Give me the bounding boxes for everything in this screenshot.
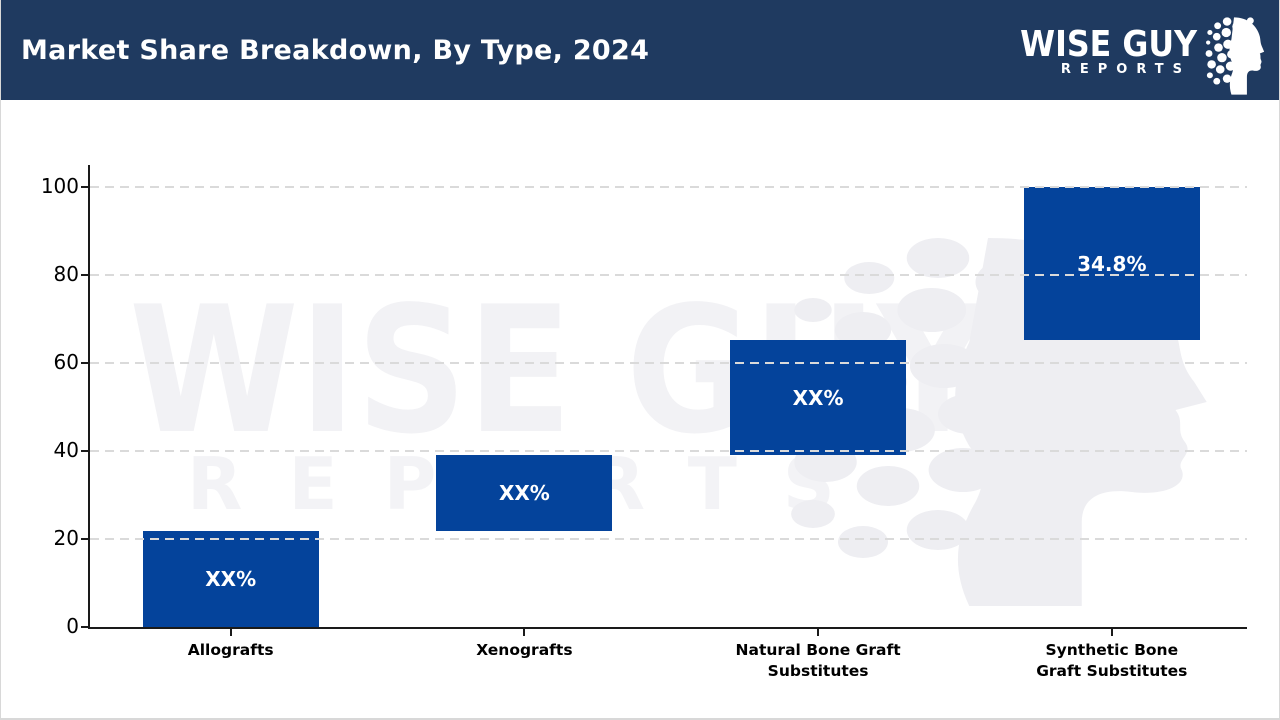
- y-tick-label: 0: [66, 614, 79, 638]
- y-tick-mark: [81, 450, 88, 452]
- x-tick-mark: [1110, 629, 1113, 636]
- y-tick-label: 20: [53, 526, 79, 550]
- x-category-label: Natural Bone Graft Substitutes: [678, 640, 958, 682]
- x-tick-mark: [817, 629, 820, 636]
- x-tick-mark: [523, 629, 526, 636]
- y-tick-mark: [81, 274, 88, 276]
- logo-head-icon: [1205, 17, 1265, 95]
- x-axis: [88, 627, 1247, 629]
- y-tick-mark: [81, 626, 88, 628]
- gridline-20: [90, 538, 1247, 540]
- gridline-60: [90, 362, 1247, 364]
- x-category-label: Synthetic Bone Graft Substitutes: [972, 640, 1252, 682]
- bar-value-label: XX%: [498, 481, 550, 505]
- x-category-label-line: Allografts: [187, 641, 274, 659]
- bar-segment: 34.8%: [1023, 187, 1200, 341]
- x-category-label-line: Natural Bone Graft: [735, 641, 901, 659]
- y-tick-label: 40: [53, 438, 79, 462]
- y-tick-label: 80: [53, 262, 79, 286]
- x-category-label-line: Substitutes: [767, 662, 869, 680]
- y-tick-mark: [81, 538, 88, 540]
- y-tick-mark: [81, 186, 88, 188]
- y-tick-mark: [81, 362, 88, 364]
- bar-value-label: XX%: [792, 385, 844, 410]
- bar-segment: XX%: [730, 340, 907, 455]
- gridline-100: [90, 186, 1247, 188]
- y-tick-label: 100: [40, 174, 79, 198]
- x-tick-mark: [229, 629, 232, 636]
- header-bar: Market Share Breakdown, By Type, 2024 WI…: [1, 0, 1279, 100]
- x-category-label-line: Synthetic Bone: [1045, 641, 1179, 659]
- logo-reports-text: REPORTS: [1060, 62, 1191, 77]
- gridline-40: [90, 450, 1247, 452]
- logo-wordmark: WISE GUY: [1020, 24, 1197, 65]
- bar-value-label: XX%: [205, 567, 257, 592]
- x-category-label-line: Xenografts: [476, 641, 573, 659]
- bar-segment: XX%: [436, 454, 613, 532]
- x-category-label: Allografts: [91, 640, 371, 661]
- x-category-label-line: Graft Substitutes: [1036, 662, 1188, 680]
- bar-segment: XX%: [142, 531, 319, 627]
- bar-value-label: 34.8%: [1077, 251, 1147, 276]
- y-tick-label: 60: [53, 350, 79, 374]
- gridline-80: [90, 274, 1247, 276]
- x-category-label: Xenografts: [384, 640, 664, 661]
- y-axis: [88, 165, 90, 629]
- page-title: Market Share Breakdown, By Type, 2024: [21, 35, 650, 66]
- brand-logo: WISE GUY REPORTS: [1019, 6, 1269, 96]
